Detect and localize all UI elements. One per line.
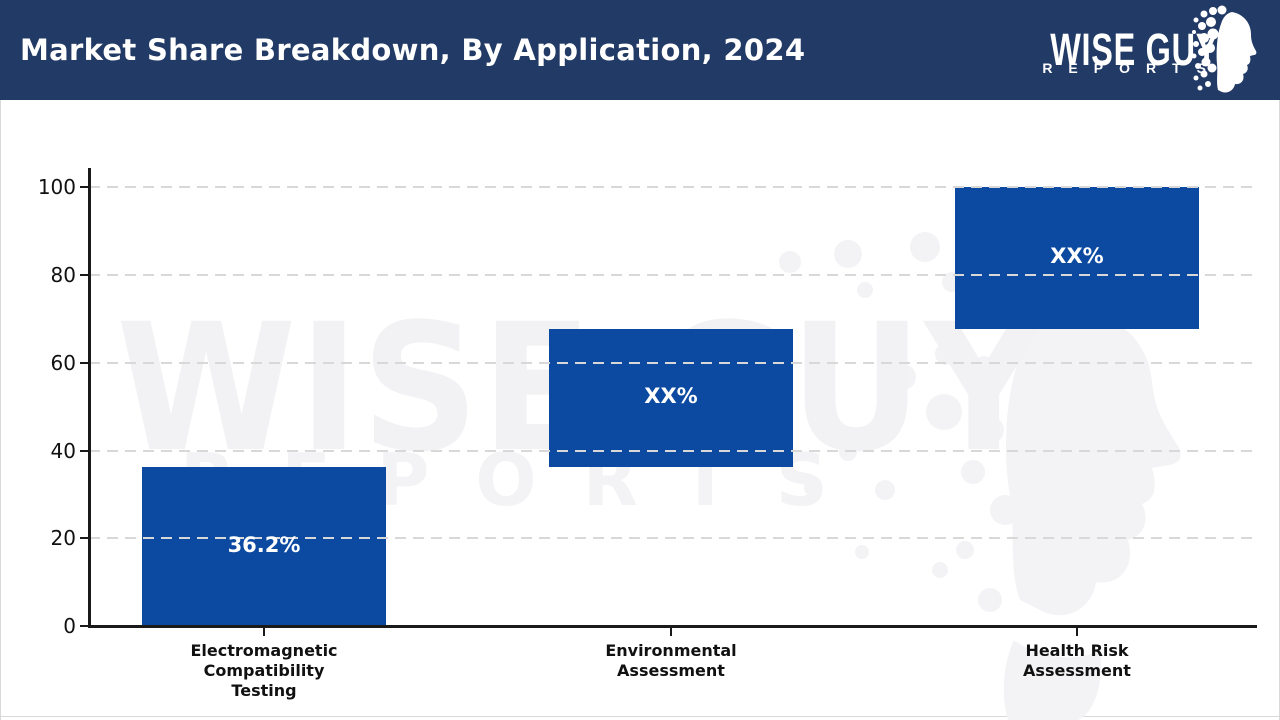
bar-segment: [549, 328, 793, 468]
gridline-60: [89, 361, 1253, 364]
y-axis-line: [88, 167, 91, 628]
y-tick-mark: [80, 537, 88, 540]
category-label: Electromagnetic Compatibility Testing: [190, 641, 338, 700]
gridline-80: [89, 274, 1253, 277]
logo-subtext: REPORTS: [1042, 60, 1222, 76]
y-tick-label: 40: [50, 438, 76, 463]
logo-wordmark: WISE GUY: [1050, 24, 1218, 75]
bottom-edge-line: [0, 716, 1280, 717]
bar-value-label: XX%: [644, 383, 698, 408]
left-edge-line: [0, 100, 1, 720]
y-tick-label: 80: [50, 263, 76, 288]
y-tick-mark: [80, 186, 88, 189]
y-tick-mark: [80, 361, 88, 364]
gridline-40: [89, 449, 1253, 452]
wiseguy-logo: WISE GUY REPORTS: [1012, 0, 1272, 100]
header-bar: Market Share Breakdown, By Application, …: [0, 0, 1280, 100]
category-label: Health Risk Assessment: [1023, 641, 1131, 680]
x-axis-line: [88, 625, 1257, 628]
x-tick-mark: [1076, 628, 1078, 636]
page-title: Market Share Breakdown, By Application, …: [20, 33, 806, 67]
y-tick-label: 0: [63, 614, 76, 638]
category-label: Environmental Assessment: [605, 641, 737, 680]
y-tick-label: 20: [50, 526, 76, 551]
face-profile-dots-icon: [1191, 5, 1257, 93]
y-tick-mark: [80, 449, 88, 452]
y-tick-label: 100: [37, 175, 76, 200]
y-tick-label: 60: [50, 350, 76, 375]
gridline-100: [89, 186, 1253, 189]
bar-segment: [142, 467, 386, 626]
x-tick-mark: [670, 628, 672, 636]
y-tick-mark: [80, 625, 88, 627]
gridline-20: [89, 537, 1253, 540]
bar-value-label: XX%: [1050, 243, 1104, 268]
bar-value-label: 36.2%: [227, 532, 301, 557]
x-tick-mark: [263, 628, 265, 636]
y-tick-mark: [80, 274, 88, 277]
